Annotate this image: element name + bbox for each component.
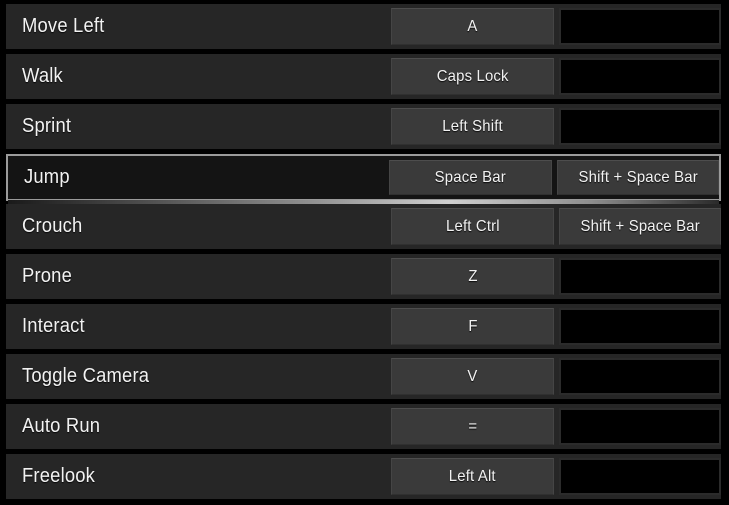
keybind-row[interactable]: Jump Space Bar Shift + Space Bar [6, 154, 721, 204]
action-label: Prone [22, 265, 73, 287]
keybind-row[interactable]: Crouch Left Ctrl Shift + Space Bar [6, 204, 721, 249]
primary-key-label: = [468, 417, 477, 435]
action-label: Freelook [22, 465, 96, 487]
action-name-cell: Toggle Camera [6, 354, 391, 399]
action-name-cell: Move Left [6, 4, 391, 49]
primary-key-label: A [467, 17, 478, 35]
secondary-key-slot-empty[interactable] [559, 58, 721, 95]
primary-key-label: Left Alt [449, 467, 496, 485]
secondary-key-label: Shift + Space Bar [580, 217, 700, 235]
keybind-row[interactable]: Interact F [6, 304, 721, 349]
action-label: Auto Run [22, 415, 101, 437]
primary-key-button[interactable]: Caps Lock [391, 58, 554, 95]
primary-key-button[interactable]: Left Alt [391, 458, 554, 495]
action-label: Toggle Camera [22, 365, 150, 387]
secondary-key-slot-empty[interactable] [559, 358, 721, 395]
keybind-row[interactable]: Freelook Left Alt [6, 454, 721, 499]
primary-key-button[interactable]: Left Shift [391, 108, 554, 145]
action-name-cell: Auto Run [6, 404, 391, 449]
secondary-key-slot-empty[interactable] [559, 458, 721, 495]
primary-key-label: F [467, 317, 478, 335]
keybind-row[interactable]: Auto Run = [6, 404, 721, 449]
action-name-cell: Prone [6, 254, 391, 299]
action-label: Interact [22, 315, 85, 337]
action-name-cell: Jump [8, 156, 389, 199]
primary-key-label: Space Bar [434, 168, 507, 186]
keybind-row[interactable]: Toggle Camera V [6, 354, 721, 399]
action-name-cell: Interact [6, 304, 391, 349]
secondary-key-slot-empty[interactable] [559, 8, 721, 45]
action-label: Walk [22, 65, 63, 87]
primary-key-label: Caps Lock [436, 67, 509, 85]
action-name-cell: Sprint [6, 104, 391, 149]
secondary-key-label: Shift + Space Bar [578, 168, 698, 186]
primary-key-label: Left Shift [442, 117, 503, 135]
action-label: Crouch [22, 215, 83, 237]
primary-key-button[interactable]: V [391, 358, 554, 395]
primary-key-label: Left Ctrl [445, 217, 500, 235]
secondary-key-button[interactable]: Shift + Space Bar [557, 160, 719, 195]
secondary-key-button[interactable]: Shift + Space Bar [559, 208, 721, 245]
secondary-key-slot-empty[interactable] [559, 308, 721, 345]
primary-key-button[interactable]: Left Ctrl [391, 208, 554, 245]
primary-key-button[interactable]: A [391, 8, 554, 45]
keybind-row[interactable]: Walk Caps Lock [6, 54, 721, 99]
primary-key-label: Z [467, 267, 478, 285]
secondary-key-slot-empty[interactable] [559, 258, 721, 295]
action-name-cell: Walk [6, 54, 391, 99]
primary-key-button[interactable]: = [391, 408, 554, 445]
keybind-row[interactable]: Sprint Left Shift [6, 104, 721, 149]
action-name-cell: Crouch [6, 204, 391, 249]
keybind-row[interactable]: Move Left A [6, 4, 721, 49]
action-label: Sprint [22, 115, 72, 137]
primary-key-button[interactable]: Z [391, 258, 554, 295]
keybind-row[interactable]: Prone Z [6, 254, 721, 299]
primary-key-button[interactable]: Space Bar [389, 160, 552, 195]
primary-key-label: V [467, 367, 478, 385]
secondary-key-slot-empty[interactable] [559, 108, 721, 145]
primary-key-button[interactable]: F [391, 308, 554, 345]
action-label: Move Left [22, 15, 105, 37]
secondary-key-slot-empty[interactable] [559, 408, 721, 445]
action-label: Jump [24, 166, 70, 188]
action-name-cell: Freelook [6, 454, 391, 499]
